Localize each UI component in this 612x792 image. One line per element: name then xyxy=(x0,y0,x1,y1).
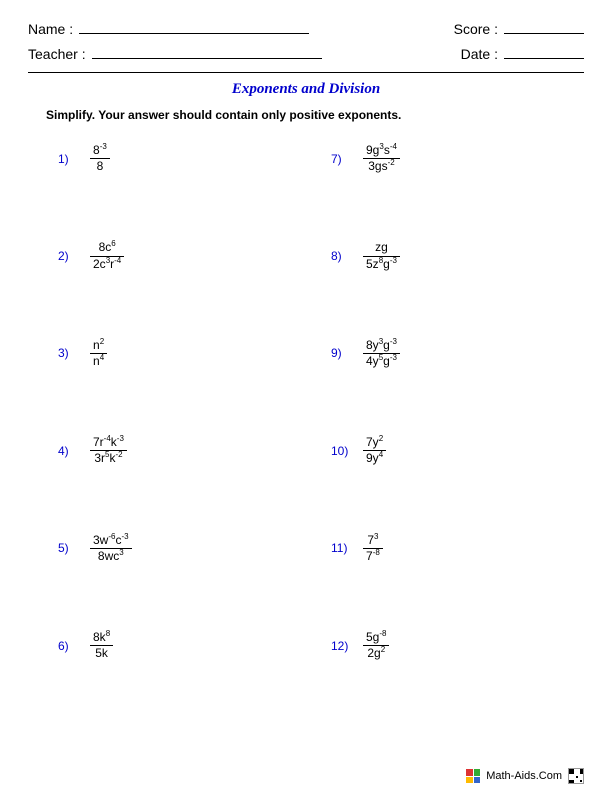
problem: 8)zg5z8g-3 xyxy=(331,241,564,270)
name-label: Name : xyxy=(28,21,73,37)
numerator: 8y3g-3 xyxy=(363,339,400,354)
problem-number: 1) xyxy=(58,152,90,166)
qr-icon xyxy=(568,768,584,784)
header-row-2: Teacher : Date : xyxy=(28,45,584,62)
problem-number: 2) xyxy=(58,249,90,263)
problem: 9)8y3g-34y5g-3 xyxy=(331,339,564,368)
problem-number: 9) xyxy=(331,346,363,360)
numerator: 73 xyxy=(363,534,383,549)
score-blank[interactable] xyxy=(504,20,584,34)
problem-number: 3) xyxy=(58,346,90,360)
date-field: Date : xyxy=(461,45,584,62)
problem: 3)n2n4 xyxy=(58,339,291,368)
numerator: 8-3 xyxy=(90,144,110,159)
numerator: 8k8 xyxy=(90,631,113,646)
problem-number: 10) xyxy=(331,444,363,458)
problem: 5)3w-6c-38wc3 xyxy=(58,534,291,563)
problem: 1)8-38 xyxy=(58,144,291,173)
name-blank[interactable] xyxy=(79,20,309,34)
fraction: 8-38 xyxy=(90,144,110,173)
name-field: Name : xyxy=(28,20,309,37)
denominator: 5z8g-3 xyxy=(363,257,400,271)
teacher-blank[interactable] xyxy=(92,45,322,59)
denominator: 7-8 xyxy=(363,549,383,563)
fraction: zg5z8g-3 xyxy=(363,241,400,270)
problem: 2)8c62c3r-4 xyxy=(58,241,291,270)
header-row-1: Name : Score : xyxy=(28,20,584,37)
problem-number: 6) xyxy=(58,639,90,653)
numerator: 7y2 xyxy=(363,436,386,451)
problem: 4)7r-4k-33r5k-2 xyxy=(58,436,291,465)
footer-site: Math-Aids.Com xyxy=(486,770,562,782)
date-label: Date : xyxy=(461,46,498,62)
numerator: 5g-8 xyxy=(363,631,389,646)
problem-number: 12) xyxy=(331,639,363,653)
problem-number: 7) xyxy=(331,152,363,166)
teacher-label: Teacher : xyxy=(28,46,86,62)
score-label: Score : xyxy=(454,21,498,37)
problems-grid: 1)8-38 7)9g3s-43gs-2 2)8c62c3r-4 8)zg5z8g-3… xyxy=(28,144,584,660)
teacher-field: Teacher : xyxy=(28,45,322,62)
denominator: 2g2 xyxy=(363,646,389,660)
denominator: 3gs-2 xyxy=(363,159,400,173)
page-title: Exponents and Division xyxy=(28,81,584,98)
fraction: n2n4 xyxy=(90,339,107,368)
fraction: 737-8 xyxy=(363,534,383,563)
instructions: Simplify. Your answer should contain onl… xyxy=(46,108,584,122)
fraction: 8c62c3r-4 xyxy=(90,241,124,270)
fraction: 5g-82g2 xyxy=(363,631,389,660)
fraction: 8y3g-34y5g-3 xyxy=(363,339,400,368)
denominator: 3r5k-2 xyxy=(90,451,127,465)
denominator: 5k xyxy=(90,646,113,660)
denominator: 9y4 xyxy=(363,451,386,465)
footer: Math-Aids.Com xyxy=(466,768,584,784)
denominator: 8wc3 xyxy=(90,549,132,563)
fraction: 3w-6c-38wc3 xyxy=(90,534,132,563)
numerator: zg xyxy=(363,241,400,256)
worksheet-page: Name : Score : Teacher : Date : Exponent… xyxy=(0,0,612,792)
problem: 12)5g-82g2 xyxy=(331,631,564,660)
problem-number: 5) xyxy=(58,541,90,555)
numerator: 9g3s-4 xyxy=(363,144,400,159)
problem: 7)9g3s-43gs-2 xyxy=(331,144,564,173)
denominator: n4 xyxy=(90,354,107,368)
numerator: 8c6 xyxy=(90,241,124,256)
problem: 11)737-8 xyxy=(331,534,564,563)
problem: 10)7y29y4 xyxy=(331,436,564,465)
problem-number: 11) xyxy=(331,541,363,555)
fraction: 8k85k xyxy=(90,631,113,660)
numerator: 3w-6c-3 xyxy=(90,534,132,549)
problem-number: 4) xyxy=(58,444,90,458)
fraction: 7y29y4 xyxy=(363,436,386,465)
numerator: 7r-4k-3 xyxy=(90,436,127,451)
logo-icon xyxy=(466,769,480,783)
denominator: 4y5g-3 xyxy=(363,354,400,368)
fraction: 9g3s-43gs-2 xyxy=(363,144,400,173)
problem-number: 8) xyxy=(331,249,363,263)
fraction: 7r-4k-33r5k-2 xyxy=(90,436,127,465)
date-blank[interactable] xyxy=(504,45,584,59)
problem: 6)8k85k xyxy=(58,631,291,660)
score-field: Score : xyxy=(454,20,584,37)
numerator: n2 xyxy=(90,339,107,354)
denominator: 8 xyxy=(90,159,110,173)
header-divider xyxy=(28,72,584,73)
denominator: 2c3r-4 xyxy=(90,257,124,271)
